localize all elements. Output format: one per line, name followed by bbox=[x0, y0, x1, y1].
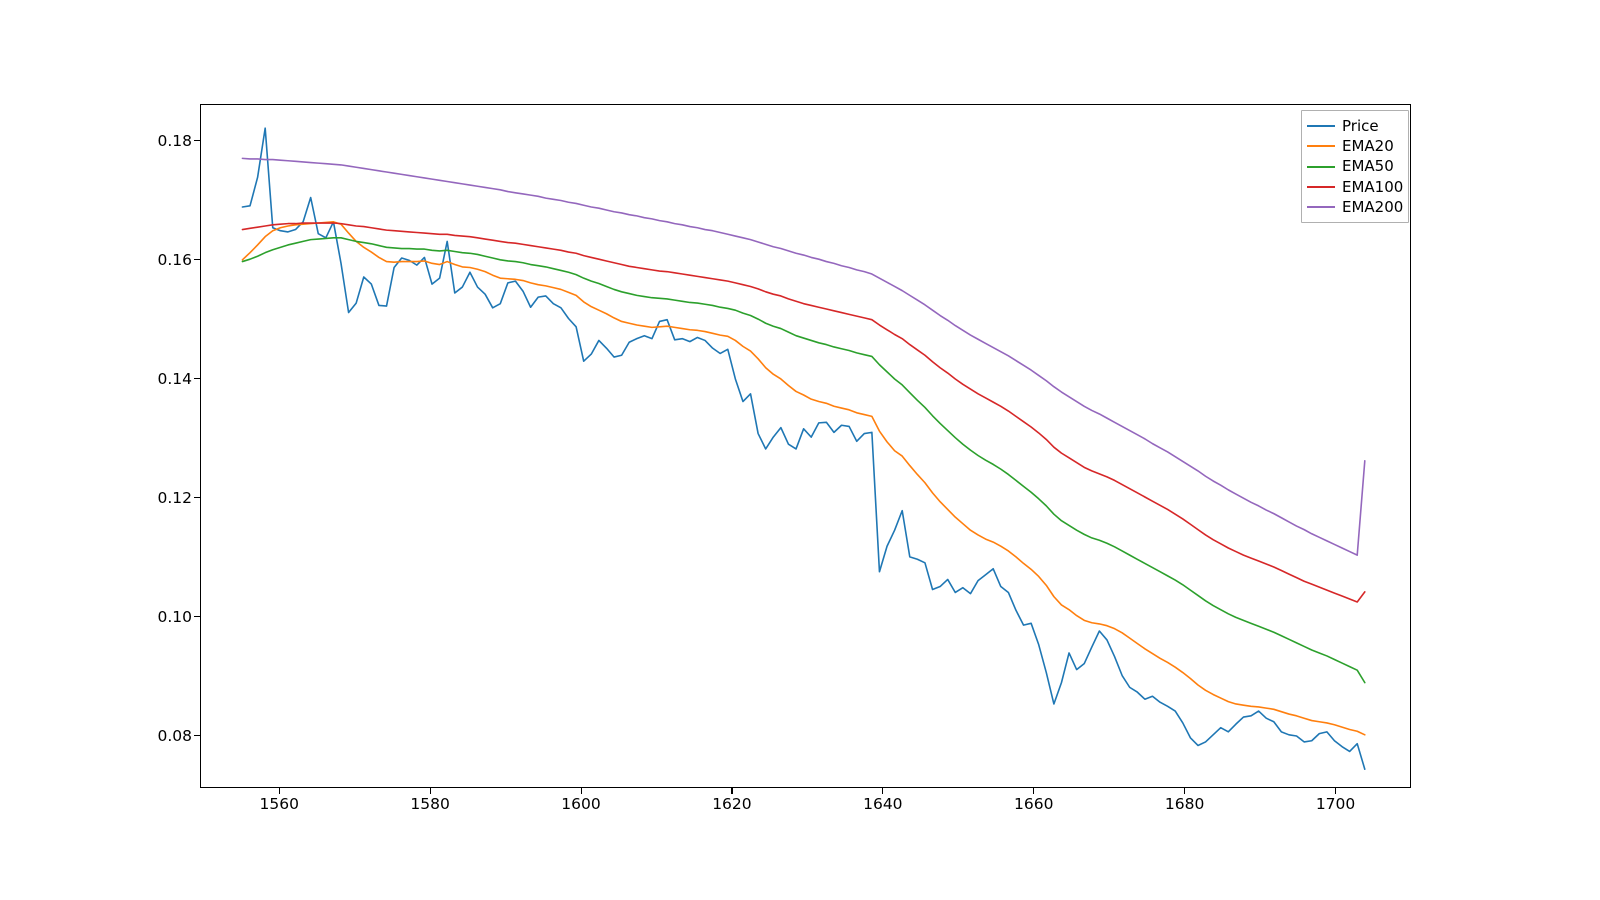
x-tick-mark bbox=[1184, 788, 1186, 794]
x-tick-label: 1560 bbox=[259, 795, 299, 813]
legend-item-ema20[interactable]: EMA20 bbox=[1307, 136, 1402, 156]
x-tick-mark bbox=[278, 788, 280, 794]
series-line-price bbox=[242, 128, 1364, 769]
legend-item-ema50[interactable]: EMA50 bbox=[1307, 157, 1402, 177]
x-axis-tick-labels: 1560 1580 1600 1620 1640 1660 1680 1700 bbox=[200, 795, 1411, 819]
x-tick-mark bbox=[580, 788, 582, 794]
y-tick-label: 0.18 bbox=[157, 131, 192, 150]
y-tick-label: 0.16 bbox=[157, 250, 192, 269]
x-tick-label: 1700 bbox=[1315, 795, 1356, 813]
y-tick-label: 0.12 bbox=[157, 488, 192, 507]
plot-area bbox=[200, 104, 1411, 788]
legend-color-swatch bbox=[1307, 165, 1335, 168]
legend-item-price[interactable]: Price bbox=[1307, 116, 1402, 136]
line-chart-svg bbox=[201, 105, 1410, 787]
chart-legend[interactable]: Price EMA20 EMA50 EMA100 EMA200 bbox=[1301, 110, 1409, 224]
y-tick-mark bbox=[194, 140, 200, 142]
legend-label: EMA200 bbox=[1342, 197, 1404, 216]
x-tick-mark bbox=[731, 788, 733, 794]
x-tick-mark bbox=[1033, 788, 1035, 794]
y-tick-label: 0.14 bbox=[157, 369, 192, 388]
x-tick-label: 1580 bbox=[410, 795, 450, 813]
legend-label: Price bbox=[1342, 116, 1379, 135]
legend-label: EMA50 bbox=[1342, 157, 1394, 176]
legend-item-ema200[interactable]: EMA200 bbox=[1307, 197, 1404, 217]
x-tick-label: 1640 bbox=[863, 795, 903, 813]
y-tick-label: 0.10 bbox=[157, 607, 192, 626]
y-tick-mark bbox=[194, 378, 200, 380]
x-tick-mark bbox=[1335, 788, 1337, 794]
x-tick-label: 1620 bbox=[712, 795, 752, 813]
series-line-ema50 bbox=[242, 238, 1364, 683]
series-line-ema20 bbox=[242, 222, 1364, 735]
legend-color-swatch bbox=[1307, 185, 1335, 189]
y-axis-tick-marks bbox=[194, 104, 200, 788]
x-tick-label: 1600 bbox=[561, 795, 601, 813]
x-axis-tick-marks bbox=[200, 788, 1411, 794]
y-tick-mark bbox=[194, 259, 200, 261]
x-tick-mark bbox=[429, 788, 431, 794]
y-tick-label: 0.08 bbox=[157, 726, 192, 745]
x-tick-label: 1660 bbox=[1014, 795, 1054, 813]
y-axis-tick-labels: 0.08 0.10 0.12 0.14 0.16 0.18 bbox=[130, 104, 192, 788]
x-tick-label: 1680 bbox=[1164, 795, 1205, 813]
y-tick-mark bbox=[194, 616, 200, 618]
y-tick-mark bbox=[194, 735, 200, 737]
legend-label: EMA20 bbox=[1342, 136, 1394, 155]
legend-item-ema100[interactable]: EMA100 bbox=[1307, 177, 1404, 197]
legend-color-swatch bbox=[1307, 145, 1335, 148]
y-tick-mark bbox=[194, 497, 200, 499]
legend-color-swatch bbox=[1307, 206, 1335, 209]
series-line-ema100 bbox=[242, 223, 1364, 602]
series-line-ema200 bbox=[242, 158, 1364, 555]
legend-label: EMA100 bbox=[1342, 177, 1404, 196]
x-tick-mark bbox=[882, 788, 884, 794]
legend-color-swatch bbox=[1307, 125, 1335, 128]
